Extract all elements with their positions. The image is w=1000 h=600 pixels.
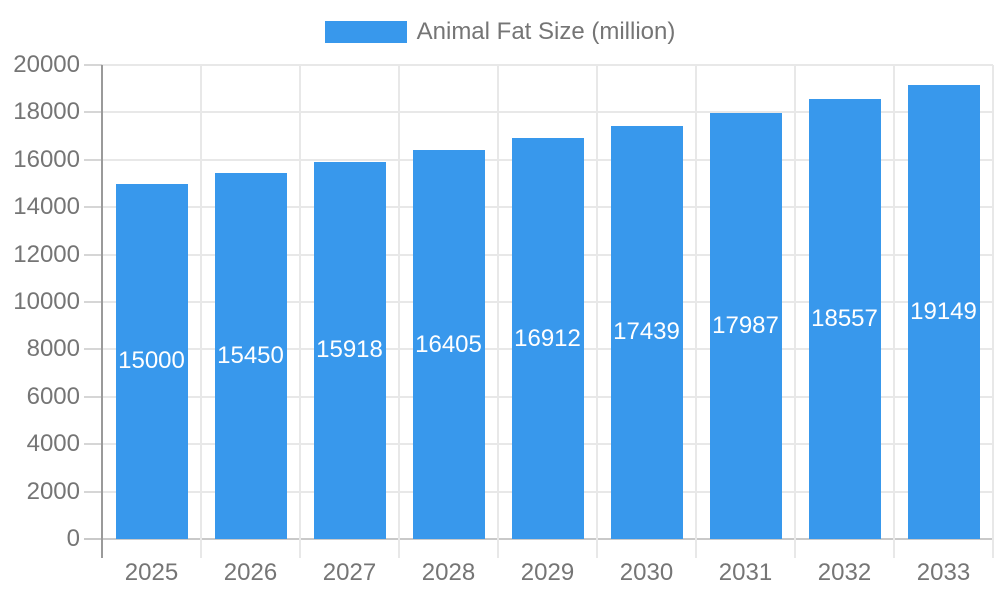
x-tick-label: 2026: [223, 559, 278, 586]
y-tick-label: 4000: [26, 430, 80, 458]
y-tick: [84, 490, 102, 493]
bar-value-label: 16405: [415, 330, 482, 358]
bar-value-label: 15000: [118, 347, 185, 375]
x-tick-label: 2031: [718, 559, 773, 586]
y-tick-label: 20000: [13, 51, 80, 78]
bar[interactable]: 15000: [115, 183, 188, 539]
y-tick: [84, 158, 102, 161]
legend-swatch: [324, 21, 407, 43]
x-tick-label: 2028: [421, 559, 476, 586]
bar[interactable]: 18557: [808, 99, 881, 539]
bar-value-label: 18557: [811, 305, 878, 333]
y-tick-label: 8000: [26, 335, 80, 363]
y-tick: [84, 348, 102, 351]
y-tick-label: 2000: [26, 477, 80, 505]
bar-value-label: 19149: [910, 298, 977, 326]
bar-value-label: 17987: [712, 311, 779, 339]
y-tick: [84, 206, 102, 209]
y-tick-label: 0: [66, 525, 80, 552]
y-tick: [84, 111, 102, 114]
x-tick-label: 2025: [124, 559, 179, 586]
gridline-vertical: [992, 65, 994, 558]
x-tick-label: 2033: [916, 559, 971, 586]
gridline-vertical: [794, 65, 796, 558]
y-tick: [84, 538, 102, 540]
x-tick-label: 2027: [322, 559, 377, 586]
y-tick-label: 10000: [13, 288, 80, 315]
gridline-horizontal: [102, 64, 993, 66]
y-tick-label: 12000: [13, 240, 80, 268]
x-axis-baseline: [102, 538, 993, 540]
y-tick: [84, 443, 102, 446]
bar-value-label: 15918: [316, 336, 383, 364]
gridline-vertical: [497, 65, 499, 558]
y-tick: [84, 253, 102, 256]
gridline-vertical: [695, 65, 697, 558]
bar-value-label: 15450: [217, 341, 284, 369]
legend-label: Animal Fat Size (million): [416, 18, 676, 45]
bar[interactable]: 19149: [907, 85, 980, 539]
gridline-vertical: [893, 65, 895, 558]
bar[interactable]: 15918: [313, 161, 386, 539]
gridline-vertical: [200, 65, 202, 558]
x-tick-label: 2029: [520, 559, 575, 586]
bar[interactable]: 17987: [709, 112, 782, 539]
gridline-vertical: [299, 65, 301, 558]
y-axis-line: [101, 65, 103, 558]
y-tick-label: 14000: [13, 193, 80, 221]
x-tick-label: 2030: [619, 559, 674, 586]
bar[interactable]: 17439: [610, 125, 683, 539]
gridline-vertical: [398, 65, 400, 558]
y-tick-label: 16000: [13, 145, 80, 173]
gridline-horizontal: [102, 111, 993, 114]
y-tick: [84, 395, 102, 398]
legend[interactable]: Animal Fat Size (million): [0, 17, 1000, 47]
bar-value-label: 16912: [514, 324, 581, 352]
y-tick: [84, 64, 102, 66]
y-tick: [84, 301, 102, 303]
x-tick-label: 2032: [817, 559, 872, 586]
bar-value-label: 17439: [613, 318, 680, 346]
bar[interactable]: 15450: [214, 172, 287, 539]
y-tick-label: 6000: [26, 382, 80, 410]
y-tick-label: 18000: [13, 98, 80, 126]
bar[interactable]: 16405: [412, 150, 485, 539]
gridline-vertical: [596, 65, 598, 558]
bar[interactable]: 16912: [511, 138, 584, 539]
